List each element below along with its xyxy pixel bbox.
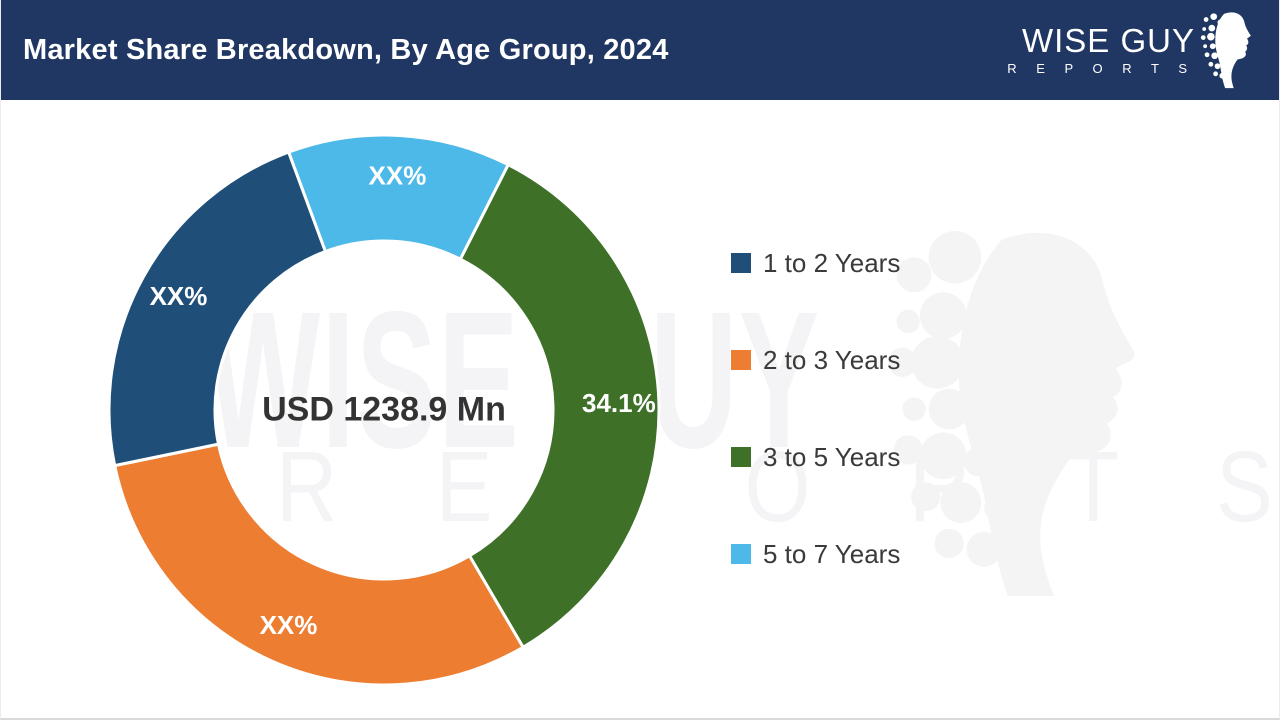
legend-label: 2 to 3 Years: [763, 344, 901, 375]
donut-chart-container: XX% 34.1% XX% XX%: [106, 132, 662, 688]
watermark-head-icon: [887, 230, 1135, 596]
header-bar: Market Share Breakdown, By Age Group, 20…: [1, 0, 1279, 100]
legend-swatch: [731, 447, 751, 467]
legend-label: 1 to 2 Years: [763, 247, 901, 278]
legend-label: 3 to 5 Years: [763, 441, 901, 472]
page-title: Market Share Breakdown, By Age Group, 20…: [23, 33, 669, 66]
wise-guy-logo: WISE GUY R E P O R T S: [1007, 10, 1257, 90]
slice-percentage-label: 34.1%: [582, 388, 656, 418]
donut-slice-1-to-2-years: [107, 150, 328, 468]
slice-percentage-label: XX%: [150, 281, 208, 311]
chart-legend: 1 to 2 Years 2 to 3 Years 3 to 5 Years 5 to…: [731, 247, 901, 638]
legend-swatch: [731, 350, 751, 370]
watermark-wordmark: WISE GUY: [206, 271, 821, 489]
legend-item-2-to-3-years: 2 to 3 Years: [731, 344, 901, 375]
legend-item-5-to-7-years: 5 to 7 Years: [731, 538, 901, 569]
logo-text: WISE GUY R E P O R T S: [1007, 24, 1195, 76]
legend-swatch: [731, 253, 751, 273]
logo-head-icon: [1200, 12, 1251, 89]
chart-area: WISE GUY R E P O R T S XX% 34.1% XX% XX% US…: [1, 100, 1280, 718]
legend-swatch: [731, 544, 751, 564]
donut-slice-2-to-3-years: [112, 442, 526, 687]
legend-item-3-to-5-years: 3 to 5 Years: [731, 441, 901, 472]
logo-wordmark: WISE GUY: [1021, 22, 1195, 59]
watermark-subtitle: R E P O R T S: [276, 431, 1280, 543]
legend-label: 5 to 7 Years: [763, 538, 901, 569]
legend-item-1-to-2-years: 1 to 2 Years: [731, 247, 901, 278]
donut-chart: XX% 34.1% XX% XX%: [107, 133, 661, 687]
donut-slice-3-to-5-years: [458, 162, 661, 650]
chart-center-value: USD 1238.9 Mn: [262, 390, 506, 429]
logo-subtitle: R E P O R T S: [1007, 61, 1195, 76]
slice-percentage-label: XX%: [369, 160, 427, 190]
slice-percentage-label: XX%: [260, 610, 318, 640]
